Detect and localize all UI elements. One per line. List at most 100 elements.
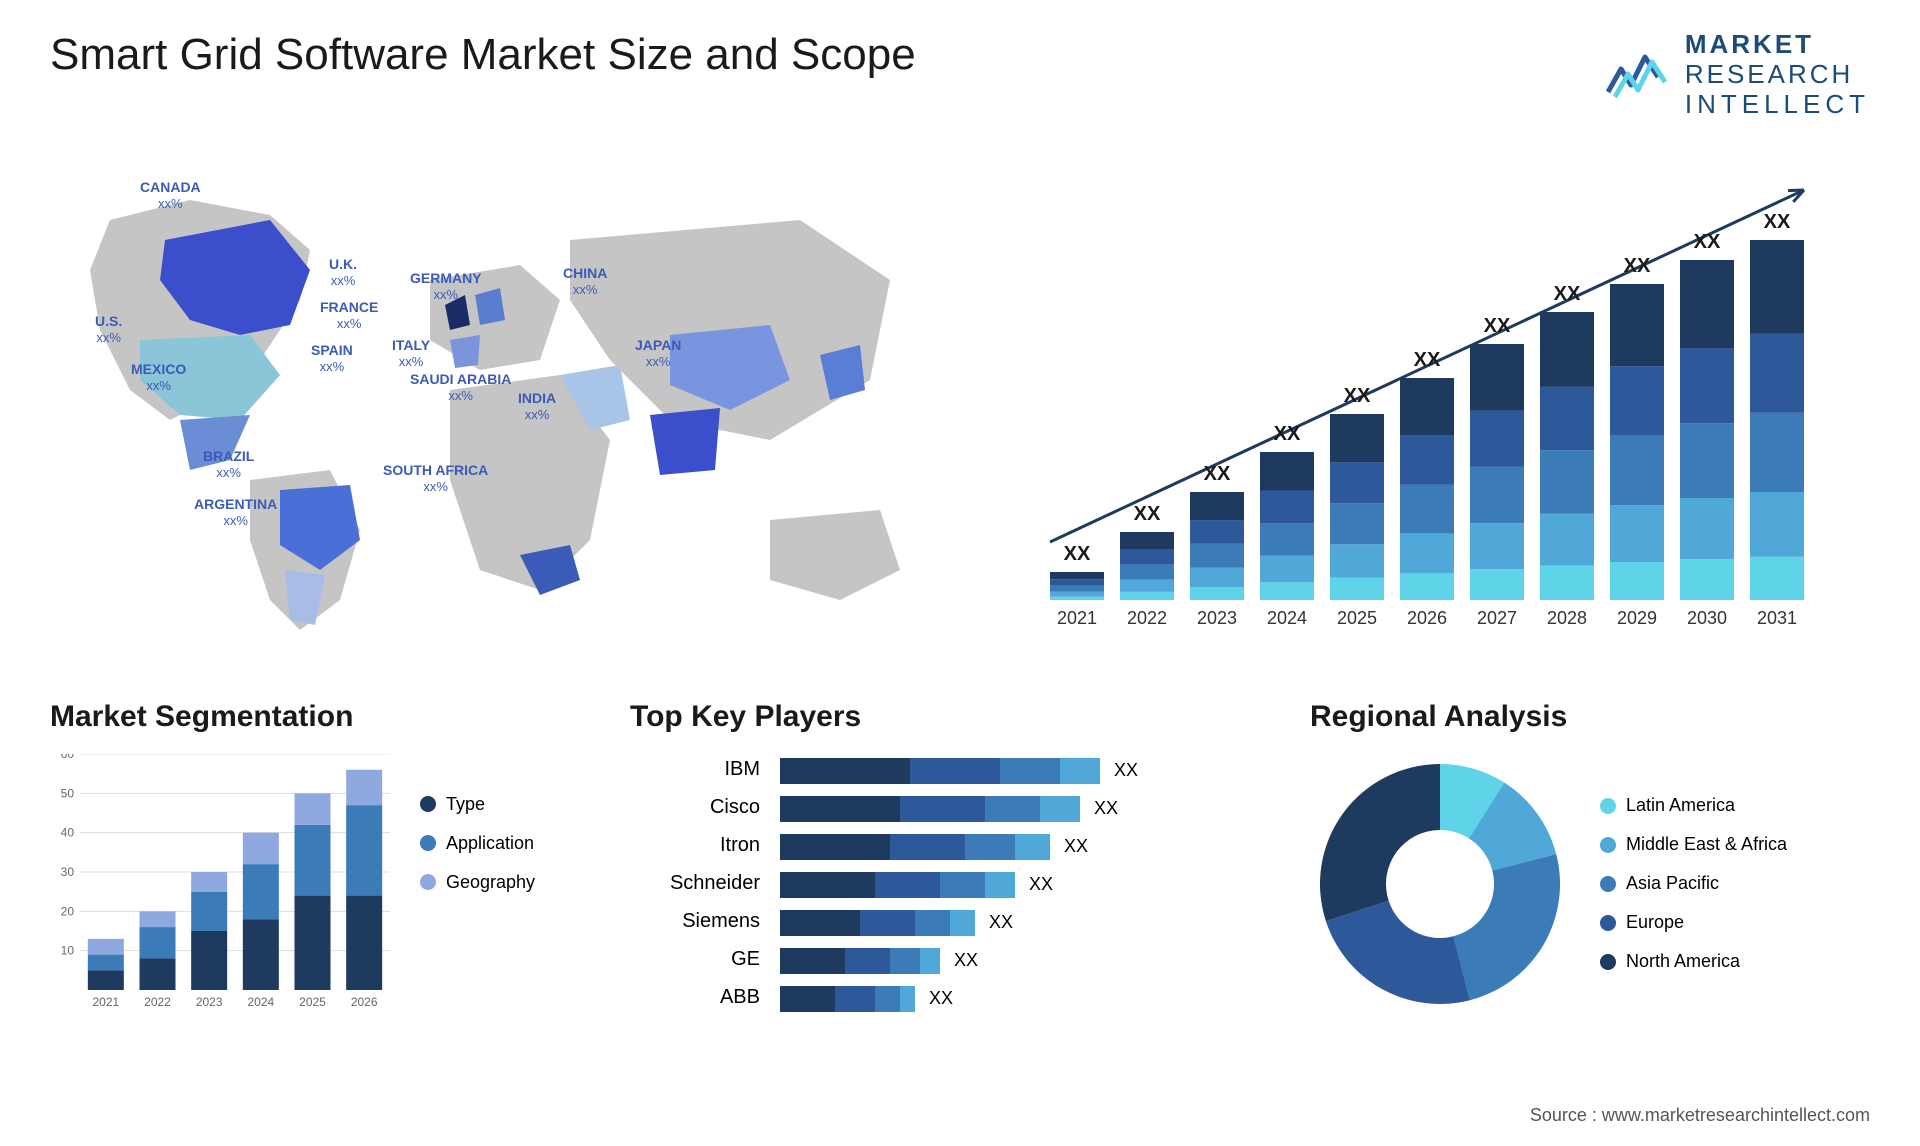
player-bar-segment — [890, 948, 920, 974]
logo-icon — [1603, 47, 1673, 103]
player-bar-segment — [915, 910, 950, 936]
segmentation-section: Market Segmentation 10203040506020212022… — [50, 700, 590, 1034]
seg-legend-item: Type — [420, 794, 535, 815]
donut-slice — [1326, 900, 1470, 1003]
regional-legend-item: Europe — [1600, 912, 1787, 933]
segmentation-chart: 102030405060202120222023202420252026 — [50, 754, 390, 1034]
bottom-row: Market Segmentation 10203040506020212022… — [50, 700, 1870, 1034]
player-bar-segment — [875, 986, 900, 1012]
player-bar-row: XX — [780, 758, 1270, 784]
map-label-spain: SPAINxx% — [311, 342, 353, 375]
svg-text:XX: XX — [1694, 231, 1721, 253]
seg-legend-item: Application — [420, 833, 535, 854]
svg-text:60: 60 — [61, 754, 75, 761]
regional-section: Regional Analysis Latin AmericaMiddle Ea… — [1310, 700, 1870, 1034]
player-name: ABB — [630, 986, 760, 1012]
page-title: Smart Grid Software Market Size and Scop… — [50, 30, 916, 80]
legend-dot — [1600, 915, 1616, 931]
legend-dot — [420, 835, 436, 851]
player-value: XX — [1114, 760, 1138, 781]
svg-text:2023: 2023 — [1197, 608, 1237, 628]
player-bar-segment — [985, 796, 1040, 822]
player-bar-row: XX — [780, 872, 1270, 898]
svg-text:2028: 2028 — [1547, 608, 1587, 628]
player-value: XX — [989, 912, 1013, 933]
svg-text:20: 20 — [61, 904, 75, 918]
player-name: Schneider — [630, 872, 760, 898]
legend-dot — [1600, 954, 1616, 970]
regional-legend-item: Middle East & Africa — [1600, 834, 1787, 855]
map-label-china: CHINAxx% — [563, 265, 607, 298]
player-value: XX — [929, 988, 953, 1009]
player-bar-segment — [950, 910, 975, 936]
legend-label: Application — [446, 833, 534, 854]
player-bar-segment — [835, 986, 875, 1012]
players-labels: IBM Cisco Itron Schneider Siemens GE ABB — [630, 754, 760, 1012]
player-bar-segment — [940, 872, 985, 898]
map-label-us: U.S.xx% — [95, 313, 122, 346]
svg-text:2023: 2023 — [196, 995, 223, 1009]
svg-text:2022: 2022 — [1127, 608, 1167, 628]
svg-text:2029: 2029 — [1617, 608, 1657, 628]
brand-logo: MARKET RESEARCH INTELLECT — [1603, 30, 1870, 120]
logo-text-2: RESEARCH — [1685, 60, 1870, 90]
svg-text:30: 30 — [61, 865, 75, 879]
legend-label: Asia Pacific — [1626, 873, 1719, 894]
header: Smart Grid Software Market Size and Scop… — [50, 30, 1870, 120]
svg-text:2025: 2025 — [299, 995, 326, 1009]
legend-label: Latin America — [1626, 795, 1735, 816]
svg-text:10: 10 — [61, 943, 75, 957]
player-bar-segment — [1060, 758, 1100, 784]
player-bar-segment — [985, 872, 1015, 898]
player-bar-row: XX — [780, 796, 1270, 822]
legend-dot — [1600, 798, 1616, 814]
player-bar-segment — [965, 834, 1015, 860]
svg-text:2025: 2025 — [1337, 608, 1377, 628]
legend-dot — [1600, 876, 1616, 892]
player-bar-row: XX — [780, 948, 1270, 974]
svg-text:2024: 2024 — [1267, 608, 1307, 628]
donut-slice — [1320, 764, 1440, 921]
player-name: Itron — [630, 834, 760, 860]
player-name: Siemens — [630, 910, 760, 936]
legend-label: Middle East & Africa — [1626, 834, 1787, 855]
svg-text:2026: 2026 — [351, 995, 378, 1009]
svg-text:XX: XX — [1204, 463, 1231, 485]
map-label-uk: U.K.xx% — [329, 256, 357, 289]
player-name: Cisco — [630, 796, 760, 822]
player-value: XX — [1064, 836, 1088, 857]
legend-label: North America — [1626, 951, 1740, 972]
map-label-germany: GERMANYxx% — [410, 270, 482, 303]
svg-text:40: 40 — [61, 825, 75, 839]
svg-text:2024: 2024 — [247, 995, 274, 1009]
growth-chart: 2021XX2022XX2023XX2024XX2025XX2026XX2027… — [1010, 160, 1870, 640]
player-value: XX — [1094, 798, 1118, 819]
top-row: CANADAxx%U.S.xx%MEXICOxx%BRAZILxx%ARGENT… — [50, 160, 1870, 640]
map-label-japan: JAPANxx% — [635, 337, 681, 370]
player-bar-segment — [780, 872, 875, 898]
map-label-canada: CANADAxx% — [140, 179, 201, 212]
player-bar-segment — [1015, 834, 1050, 860]
regional-legend-item: Latin America — [1600, 795, 1787, 816]
player-name: IBM — [630, 758, 760, 784]
svg-text:XX: XX — [1624, 255, 1651, 277]
player-bar-row: XX — [780, 986, 1270, 1012]
players-bars: XX XX XX XX XX XX XX — [780, 754, 1270, 1012]
svg-text:2022: 2022 — [144, 995, 171, 1009]
world-map-section: CANADAxx%U.S.xx%MEXICOxx%BRAZILxx%ARGENT… — [50, 160, 950, 640]
player-name: GE — [630, 948, 760, 974]
player-bar-segment — [875, 872, 940, 898]
map-label-mexico: MEXICOxx% — [131, 361, 186, 394]
svg-text:XX: XX — [1274, 423, 1301, 445]
player-bar-segment — [780, 758, 910, 784]
svg-text:XX: XX — [1414, 349, 1441, 371]
player-bar-segment — [860, 910, 915, 936]
regional-donut — [1310, 754, 1570, 1014]
player-bar-segment — [780, 834, 890, 860]
player-bar-segment — [920, 948, 940, 974]
map-label-saudiarabia: SAUDI ARABIAxx% — [410, 371, 511, 404]
player-bar-segment — [845, 948, 890, 974]
svg-text:XX: XX — [1554, 283, 1581, 305]
svg-text:2021: 2021 — [92, 995, 119, 1009]
player-bar-segment — [780, 796, 900, 822]
